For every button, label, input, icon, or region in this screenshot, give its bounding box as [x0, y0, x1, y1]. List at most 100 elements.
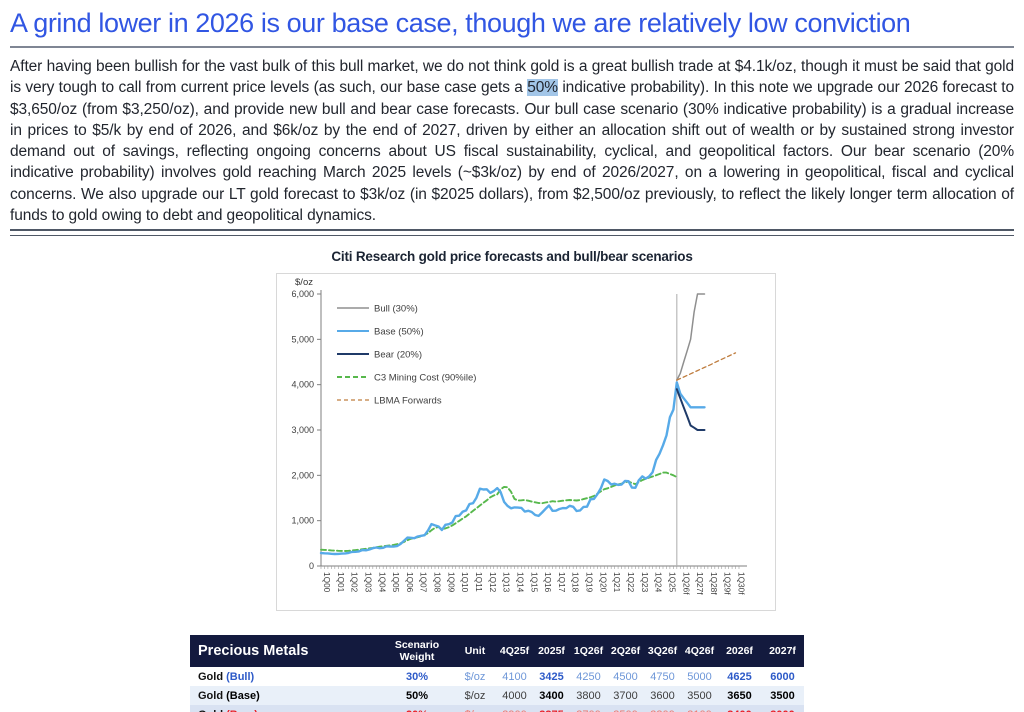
series-line-bull-30- — [676, 293, 706, 382]
y-axis-tick-label: 2,000 — [291, 471, 314, 481]
y-axis-tick-label: 1,000 — [291, 516, 314, 526]
legend-label: Base (50%) — [374, 327, 424, 338]
scenario-label: (Base) — [226, 689, 260, 702]
metal-label: Gold — [198, 709, 226, 712]
column-header: Scenario Weight — [380, 635, 454, 668]
x-axis-tick-label: 1Q13 — [502, 572, 512, 593]
table-row-gold-base: Gold (Base) 50% $/oz 4000 3400 3800 3700 3600 35… — [190, 686, 804, 706]
y-axis-tick-label: 5,000 — [291, 335, 314, 345]
forecast-value-cell: 3425 — [539, 670, 564, 683]
table-row-gold-bull: Gold (Bull) 30% $/oz 4100 3425 4250 4500 4750 50… — [190, 667, 804, 687]
x-axis-tick-label: 1Q28f — [709, 572, 719, 595]
unit-cell: $/oz — [464, 670, 486, 683]
scenario-label: (Bull) — [226, 670, 255, 683]
scenario-weight-cell: 50% — [405, 689, 429, 702]
y-axis-tick-label: 0 — [309, 561, 314, 571]
y-axis-tick-label: 3,000 — [291, 425, 314, 435]
x-axis-tick-label: 1Q29f — [723, 572, 733, 595]
y-axis-unit-label: $/oz — [295, 277, 313, 288]
forecast-value-cell: 3400 — [539, 689, 564, 702]
x-axis-tick-label: 1Q06 — [405, 572, 415, 593]
y-axis-tick-label: 4,000 — [291, 380, 314, 390]
table-body: Gold (Bull) 30% $/oz 4100 3425 4250 4500 4750 50… — [190, 667, 804, 712]
x-axis-tick-label: 1Q16 — [543, 572, 553, 593]
scenario-weight-cell: 30% — [405, 670, 429, 683]
forecast-value-cell: 4750 — [650, 670, 675, 683]
precious-metals-table: Precious Metals Scenario Weight Unit 4Q25f 2… — [190, 635, 804, 712]
forecast-value-cell: 3500 — [770, 689, 795, 702]
x-axis-tick-label: 1Q23 — [640, 572, 650, 593]
metal-label: Gold — [198, 689, 227, 702]
column-header: Unit — [454, 635, 496, 668]
summary-text-before: After having been bullish for the vast b… — [10, 58, 1014, 97]
forecast-value-cell: 3375 — [533, 705, 570, 712]
chart-title: Citi Research gold price forecasts and b… — [331, 249, 693, 265]
table-row-gold-bear: Gold (Bear)20%$/oz3900337537003500330031… — [190, 705, 804, 712]
table-header-row: Precious Metals Scenario Weight Unit 4Q25f 2… — [190, 635, 804, 668]
forecast-value-cell: 3300 — [644, 705, 681, 712]
series-line-c3-mining-cost-90-ile- — [320, 472, 678, 553]
x-axis-tick-label: 1Q03 — [363, 572, 373, 593]
forecast-value-cell: 4625 — [727, 670, 752, 683]
column-header: 3Q26f — [644, 635, 681, 668]
column-header: 4Q26f — [681, 635, 718, 668]
series-line-base-50- — [319, 381, 706, 556]
forecast-value-cell: 3800 — [576, 689, 601, 702]
x-axis-tick-label: 1Q00 — [322, 572, 332, 593]
forecast-value-cell: 3000 — [761, 705, 804, 712]
x-axis-tick-label: 1Q19 — [585, 572, 595, 593]
column-header: 4Q25f — [496, 635, 533, 668]
x-axis-tick-label: 1Q27f — [695, 572, 705, 595]
x-axis-tick-label: 1Q10 — [460, 572, 470, 593]
x-axis-tick-label: 1Q24 — [654, 572, 664, 593]
x-axis-tick-label: 1Q07 — [419, 572, 429, 593]
forecast-value-cell: 3600 — [650, 689, 675, 702]
column-header: 2Q26f — [607, 635, 644, 668]
x-axis-tick-label: 1Q09 — [446, 572, 456, 593]
forecast-value-cell: 5000 — [687, 670, 712, 683]
title-divider — [10, 46, 1014, 48]
x-axis-tick-label: 1Q25 — [667, 572, 677, 593]
forecast-value-cell: 4100 — [502, 670, 527, 683]
x-axis-tick-label: 1Q02 — [350, 572, 360, 593]
column-header: 2025f — [533, 635, 570, 668]
legend-label: C3 Mining Cost (90%ile) — [374, 373, 476, 384]
forecast-value-cell: 3100 — [681, 705, 718, 712]
forecast-value-cell: 3900 — [496, 705, 533, 712]
page-title: A grind lower in 2026 is our base case, … — [10, 8, 911, 38]
gold-price-chart-svg: $/oz 0 1,000 2,000 3,000 4,000 5,000 6,000 1Q00 1… — [291, 277, 747, 596]
metal-label: Gold — [198, 670, 227, 683]
metal-scenario-cell: Gold (Bull) — [190, 667, 380, 686]
column-header: Precious Metals — [190, 635, 380, 668]
x-axis-tick-label: 1Q22 — [626, 572, 636, 593]
forecast-value-cell: 4250 — [576, 670, 601, 683]
x-axis-tick-label: 1Q17 — [557, 572, 567, 593]
forecast-value-cell: 3700 — [570, 705, 607, 712]
legend-label: LBMA Forwards — [374, 396, 442, 407]
x-axis-tick-label: 1Q20 — [598, 572, 608, 593]
y-axis-tick-label: 6,000 — [291, 289, 314, 299]
summary-paragraph: After having been bullish for the vast b… — [10, 56, 1014, 226]
paragraph-divider — [10, 229, 1014, 237]
metal-scenario-cell: Gold (Bear) — [190, 705, 380, 712]
scenario-weight-cell: 20% — [380, 705, 454, 712]
metal-scenario-cell: Gold (Base) — [190, 686, 380, 705]
column-header: 1Q26f — [570, 635, 607, 668]
legend-label: Bear (20%) — [374, 350, 422, 361]
x-axis-tick-label: 1Q15 — [529, 572, 539, 593]
unit-cell: $/oz — [454, 705, 496, 712]
x-axis-tick-label: 1Q26f — [681, 572, 691, 595]
legend-label: Bull (30%) — [374, 304, 418, 315]
forecast-table-wrap: Precious Metals Scenario Weight Unit 4Q25f 2… — [190, 635, 804, 712]
forecast-value-cell: 3500 — [687, 689, 712, 702]
x-axis-tick-label: 1Q04 — [377, 572, 387, 593]
x-axis-tick-label: 1Q14 — [515, 572, 525, 593]
x-axis-tick-label: 1Q18 — [571, 572, 581, 593]
x-axis-tick-label: 1Q05 — [391, 572, 401, 593]
scenario-label: (Bear) — [226, 709, 258, 712]
x-axis-tick-label: 1Q08 — [433, 572, 443, 593]
gold-forecast-chart: $/oz 0 1,000 2,000 3,000 4,000 5,000 6,000 1Q00 1… — [276, 273, 776, 612]
column-header: 2027f — [761, 635, 804, 668]
highlighted-probability: 50% — [527, 79, 558, 97]
